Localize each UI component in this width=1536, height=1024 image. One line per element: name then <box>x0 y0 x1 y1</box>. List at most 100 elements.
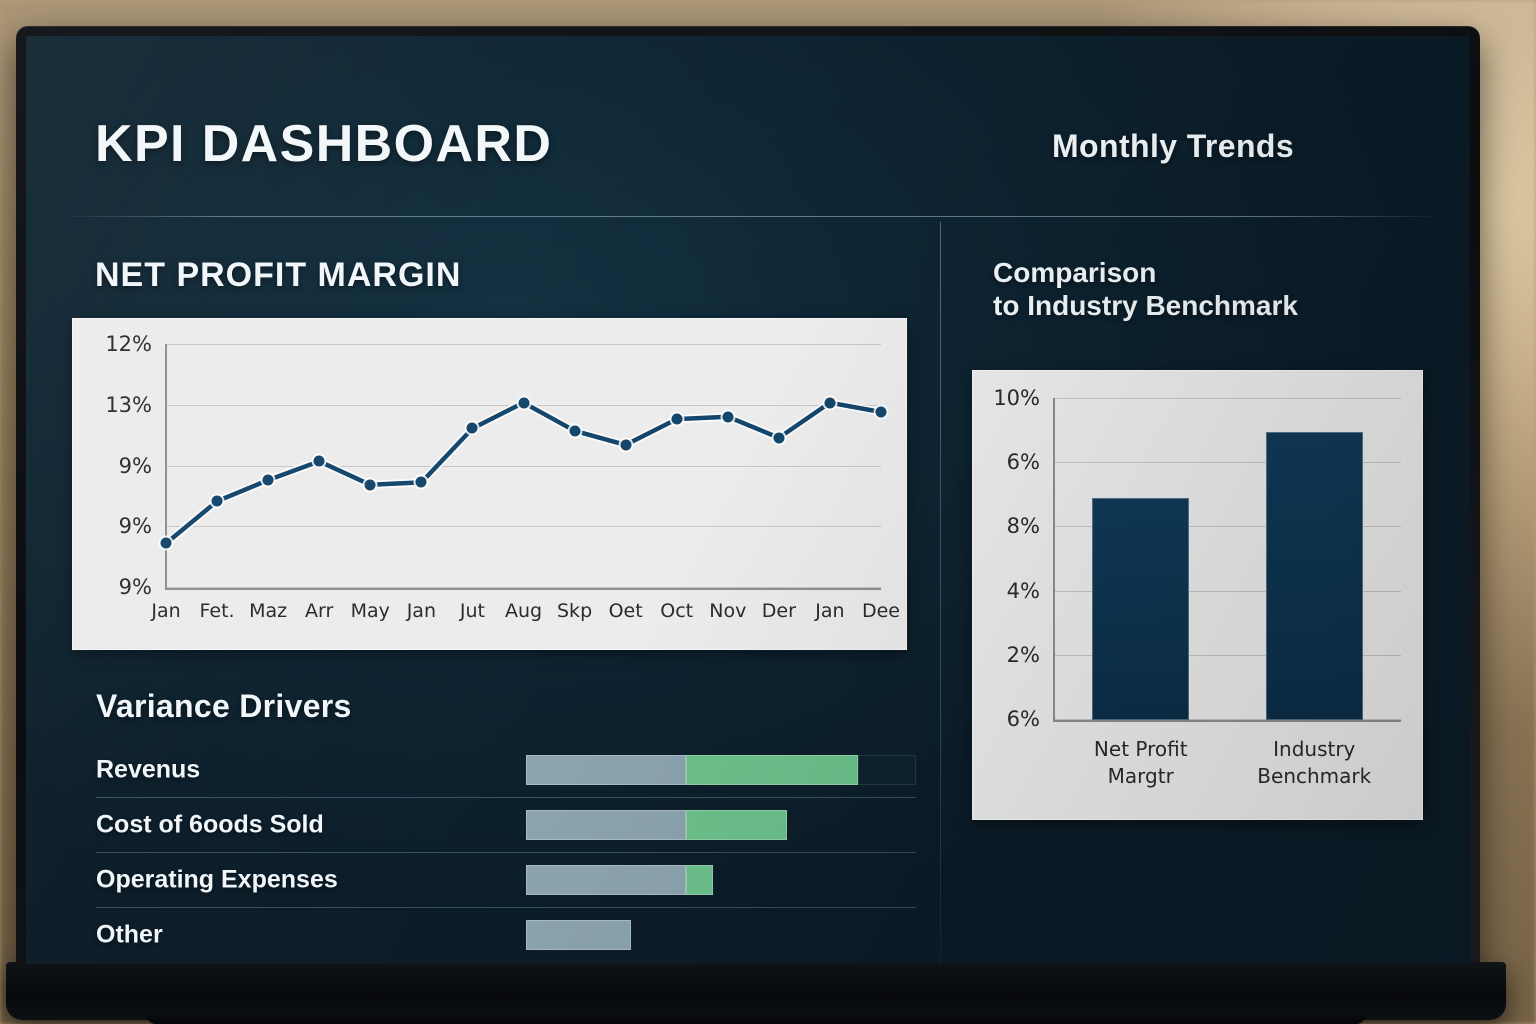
net-profit-margin-title: NET PROFIT MARGIN <box>95 256 462 294</box>
bar-axes <box>1054 398 1401 720</box>
line-x-axis <box>165 588 881 590</box>
line-gridline <box>166 466 881 467</box>
variance-driver-label: Revenus <box>96 755 201 783</box>
bar-category-label-line: Net Profit <box>1093 737 1188 761</box>
line-x-tick-label: Nov <box>709 600 747 622</box>
laptop-base <box>6 962 1506 1024</box>
variance-bar-segment-gray <box>526 809 686 840</box>
line-x-tick-label: Oet <box>608 600 643 622</box>
bar-y-tick-label: 2% <box>1006 643 1040 667</box>
variance-drivers-list: Revenus Cost of 6oods Sold Operating Expen… <box>96 742 916 962</box>
line-x-tick-label: Jan <box>815 600 845 622</box>
variance-bar-segment-gray <box>526 864 686 895</box>
line-data-point <box>466 422 478 434</box>
header-divider <box>71 216 1431 217</box>
line-data-point <box>773 432 785 444</box>
line-x-tick-label: Oct <box>660 600 694 622</box>
line-x-tick-label: Fet. <box>199 600 235 622</box>
variance-driver-row[interactable]: Other <box>96 907 916 962</box>
line-data-point <box>518 397 529 409</box>
line-x-tick-label: May <box>350 600 390 622</box>
line-data-point <box>875 406 887 418</box>
line-y-axis <box>165 344 167 588</box>
variance-bar-segment-green <box>686 864 713 895</box>
bar-gridline <box>1054 719 1401 720</box>
comparison-title-line1: Comparison <box>993 257 1157 288</box>
line-x-tick-label: Jan <box>151 600 181 622</box>
line-data-point <box>160 537 172 549</box>
line-y-tick-label: 12% <box>105 332 152 356</box>
variance-driver-bar <box>526 754 916 785</box>
kpi-dashboard: KPI DASHBOARD Monthly Trends NET PROFIT … <box>26 36 1470 964</box>
bar-y-axis <box>1053 398 1055 720</box>
bar-category-label: Net Profit Margtr <box>1094 736 1188 790</box>
bar-category-label-line: Industry <box>1273 737 1356 761</box>
page-title: KPI DASHBOARD <box>95 115 553 173</box>
variance-drivers-title: Variance Drivers <box>96 688 352 724</box>
line-y-tick-label: 9% <box>118 514 152 538</box>
line-data-point <box>211 495 223 507</box>
line-x-tick-label: Aug <box>504 600 543 622</box>
line-gridline <box>166 526 881 527</box>
variance-driver-row[interactable]: Operating Expenses <box>96 852 916 907</box>
variance-driver-label: Operating Expenses <box>96 865 338 893</box>
line-x-tick-label: Jut <box>459 600 485 622</box>
line-x-tick-label: Maz <box>249 600 288 622</box>
column-divider <box>940 222 941 964</box>
variance-bar-segment-green <box>686 754 858 785</box>
bar-y-tick-label: 4% <box>1006 579 1040 603</box>
row-separator <box>96 907 916 908</box>
variance-bar-segment-gray <box>526 919 631 950</box>
industry-benchmark-chart: 10% 6% 8% 4% 2% 6% Net Profit Margtr Industry Ben… <box>972 370 1423 820</box>
bar-category-label-line: Margtr <box>1107 764 1174 788</box>
variance-driver-label: Cost of 6oods Sold <box>96 810 324 838</box>
line-x-tick-label: Der <box>761 600 796 622</box>
line-data-point <box>569 425 581 437</box>
bar-category-label: Industry Benchmark <box>1257 736 1371 790</box>
line-y-tick-label: 9% <box>118 454 152 478</box>
line-plot-area: 12% 13% 9% 9% 9% Jan Fet. Maz Arr May Jan Jut Aug Skp… <box>72 318 907 650</box>
row-separator <box>96 852 916 853</box>
line-data-point <box>824 397 836 409</box>
bar-y-tick-label: 8% <box>1006 514 1040 538</box>
bar-x-axis <box>1053 720 1401 722</box>
line-x-tick-label: Jan <box>406 600 436 622</box>
variance-driver-label: Other <box>96 920 163 948</box>
line-x-tick-label: Skp <box>557 600 593 622</box>
bar-category-label-line: Benchmark <box>1257 764 1372 788</box>
line-data-point <box>415 476 427 488</box>
line-data-point <box>262 474 274 486</box>
benchmark-bar <box>1092 498 1189 720</box>
line-gridline <box>166 587 881 588</box>
bar-gridline <box>1054 526 1401 527</box>
bar-y-tick-label: 6% <box>1006 450 1040 474</box>
net-profit-margin-chart: 12% 13% 9% 9% 9% Jan Fet. Maz Arr May Jan Jut Aug Skp… <box>72 318 907 650</box>
line-x-tick-label: Dee <box>861 600 901 622</box>
line-gridline <box>166 344 881 345</box>
variance-driver-row[interactable]: Cost of 6oods Sold <box>96 797 916 852</box>
variance-driver-bar <box>526 809 916 840</box>
bar-gridline <box>1054 462 1401 463</box>
variance-bar-track <box>858 754 916 785</box>
dashboard-subtitle: Monthly Trends <box>1052 128 1295 164</box>
line-data-point <box>313 455 325 467</box>
variance-bar-segment-green <box>686 809 787 840</box>
variance-driver-bar <box>526 864 916 895</box>
line-data-point <box>364 479 376 491</box>
line-data-point <box>620 439 632 451</box>
line-y-tick-label: 9% <box>118 575 152 599</box>
bar-gridline <box>1054 591 1401 592</box>
line-data-point <box>722 411 734 423</box>
variance-driver-row[interactable]: Revenus <box>96 742 916 797</box>
line-y-tick-label: 13% <box>105 393 152 417</box>
bar-plot-area: 10% 6% 8% 4% 2% 6% Net Profit Margtr Industry Ben… <box>972 370 1423 820</box>
screen-content: KPI DASHBOARD Monthly Trends NET PROFIT … <box>26 36 1470 964</box>
line-data-point <box>671 413 683 425</box>
bar-gridline <box>1054 655 1401 656</box>
comparison-title: Comparison to Industry Benchmark <box>993 256 1298 322</box>
bar-y-tick-label: 10% <box>993 386 1040 410</box>
benchmark-bar <box>1266 432 1363 720</box>
variance-bar-segment-gray <box>526 754 686 785</box>
row-separator <box>96 797 916 798</box>
